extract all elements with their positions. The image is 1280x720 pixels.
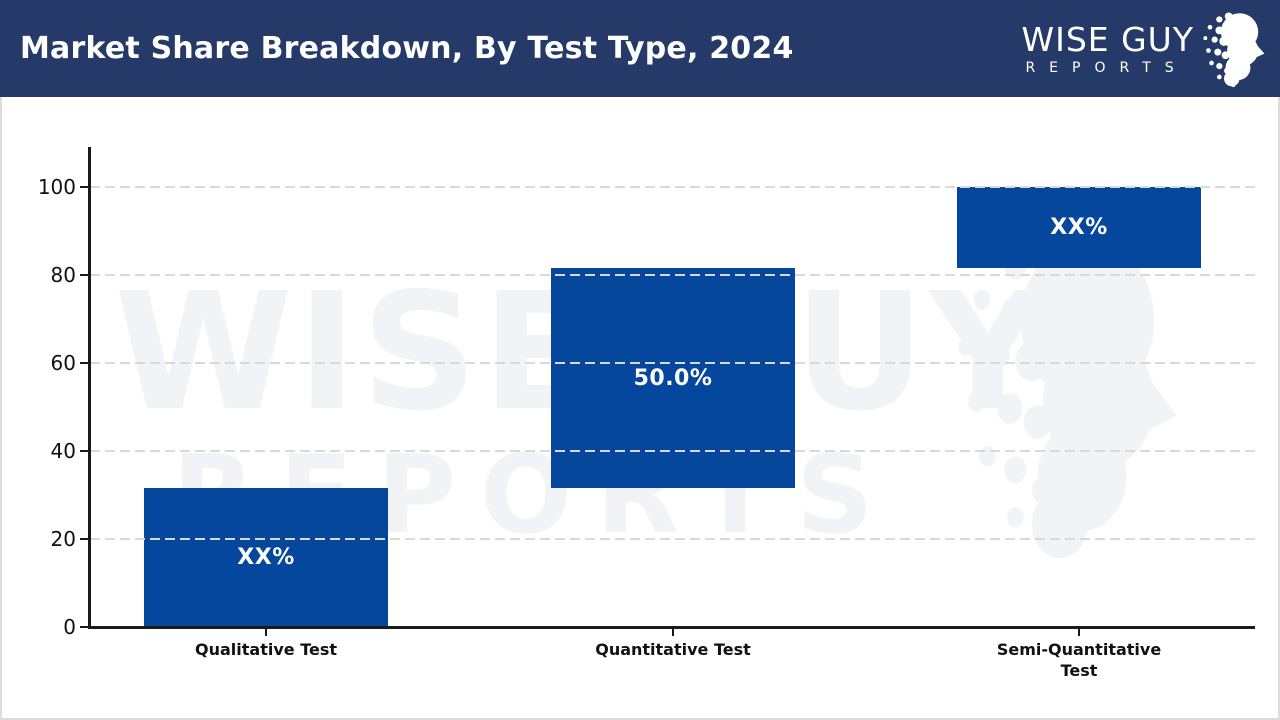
y-tick-label-60: 60 (50, 351, 76, 375)
y-tick-mark-0 (80, 626, 89, 628)
x-tick-mark-2 (672, 628, 674, 636)
x-tick-mark-1 (265, 628, 267, 636)
x-category-label-3: Semi-Quantitative Test (996, 640, 1162, 680)
bar-1: XX% (144, 488, 388, 627)
plot: 0 20 40 60 80 100 XX% Qualitative Test 50.0% Quan… (2, 97, 1278, 718)
y-tick-label-40: 40 (50, 439, 76, 463)
chart-area: WISE GUY REPORTS 0 20 40 60 80 100 XX% Qualitat… (0, 97, 1280, 720)
bar-value-label-1: XX% (237, 545, 295, 571)
y-tick-mark-20 (80, 538, 89, 540)
bar-value-label-2: 50.0% (633, 365, 713, 391)
y-tick-mark-40 (80, 450, 89, 452)
x-tick-mark-3 (1078, 628, 1080, 636)
logo-text: WISE GUY REPORTS (1021, 23, 1194, 75)
y-tick-mark-80 (80, 274, 89, 276)
y-tick-label-80: 80 (50, 263, 76, 287)
gridline-40 (90, 450, 1255, 452)
x-category-label-1: Qualitative Test (195, 640, 337, 659)
chart-title: Market Share Breakdown, By Test Type, 20… (20, 31, 794, 66)
y-axis-spine (88, 147, 91, 629)
bar-2: 50.0% (551, 268, 795, 489)
y-tick-label-100: 100 (37, 175, 76, 199)
bar-3: XX% (957, 187, 1201, 269)
y-tick-label-0: 0 (63, 615, 76, 639)
logo-subtitle: REPORTS (1025, 59, 1188, 76)
y-tick-mark-60 (80, 362, 89, 364)
wiseguy-logo: WISE GUY REPORTS (1021, 7, 1266, 91)
x-axis-spine (88, 626, 1255, 629)
gridline-20 (90, 538, 1255, 540)
wiseguy-face-icon (1203, 11, 1265, 87)
gridline-80 (90, 274, 1255, 276)
y-tick-mark-100 (80, 186, 89, 188)
y-tick-label-20: 20 (50, 527, 76, 551)
gridline-60 (90, 362, 1255, 364)
gridline-100 (90, 186, 1255, 188)
logo-wordmark: WISE GUY (1021, 19, 1194, 59)
x-category-label-2: Quantitative Test (595, 640, 751, 659)
header: Market Share Breakdown, By Test Type, 20… (0, 0, 1280, 97)
bar-value-label-3: XX% (1050, 215, 1108, 241)
